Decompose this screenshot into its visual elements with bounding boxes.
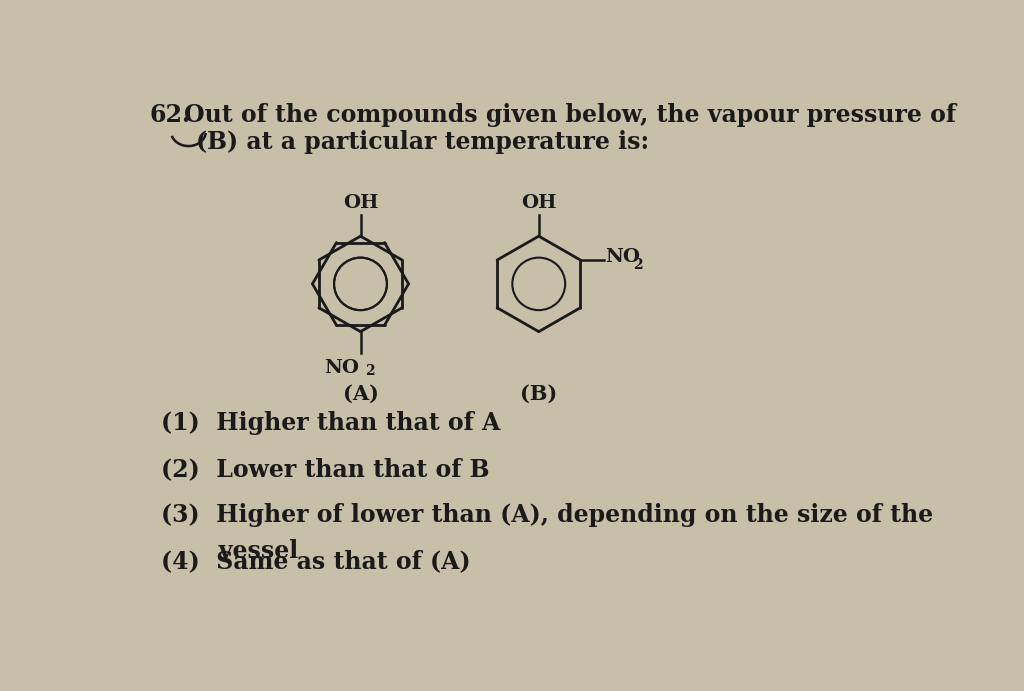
Text: NO: NO bbox=[605, 248, 640, 266]
Text: OH: OH bbox=[521, 193, 556, 211]
Text: OH: OH bbox=[343, 193, 378, 211]
Text: (A): (A) bbox=[343, 384, 379, 404]
Text: 2: 2 bbox=[633, 258, 643, 272]
Text: 62.: 62. bbox=[150, 103, 190, 127]
Text: (B): (B) bbox=[520, 384, 557, 404]
Text: Out of the compounds given below, the vapour pressure of: Out of the compounds given below, the va… bbox=[183, 103, 955, 127]
Text: (4)  Same as that of (A): (4) Same as that of (A) bbox=[161, 549, 470, 574]
Text: (3)  Higher of lower than (A), depending on the size of the: (3) Higher of lower than (A), depending … bbox=[161, 503, 933, 527]
Text: (2)  Lower than that of B: (2) Lower than that of B bbox=[161, 457, 489, 481]
Text: vessel: vessel bbox=[161, 539, 298, 562]
Text: (B) at a particular temperature is:: (B) at a particular temperature is: bbox=[197, 130, 649, 154]
Text: NO: NO bbox=[324, 359, 359, 377]
Text: 2: 2 bbox=[365, 364, 375, 378]
Text: (1)  Higher than that of A: (1) Higher than that of A bbox=[161, 411, 500, 435]
